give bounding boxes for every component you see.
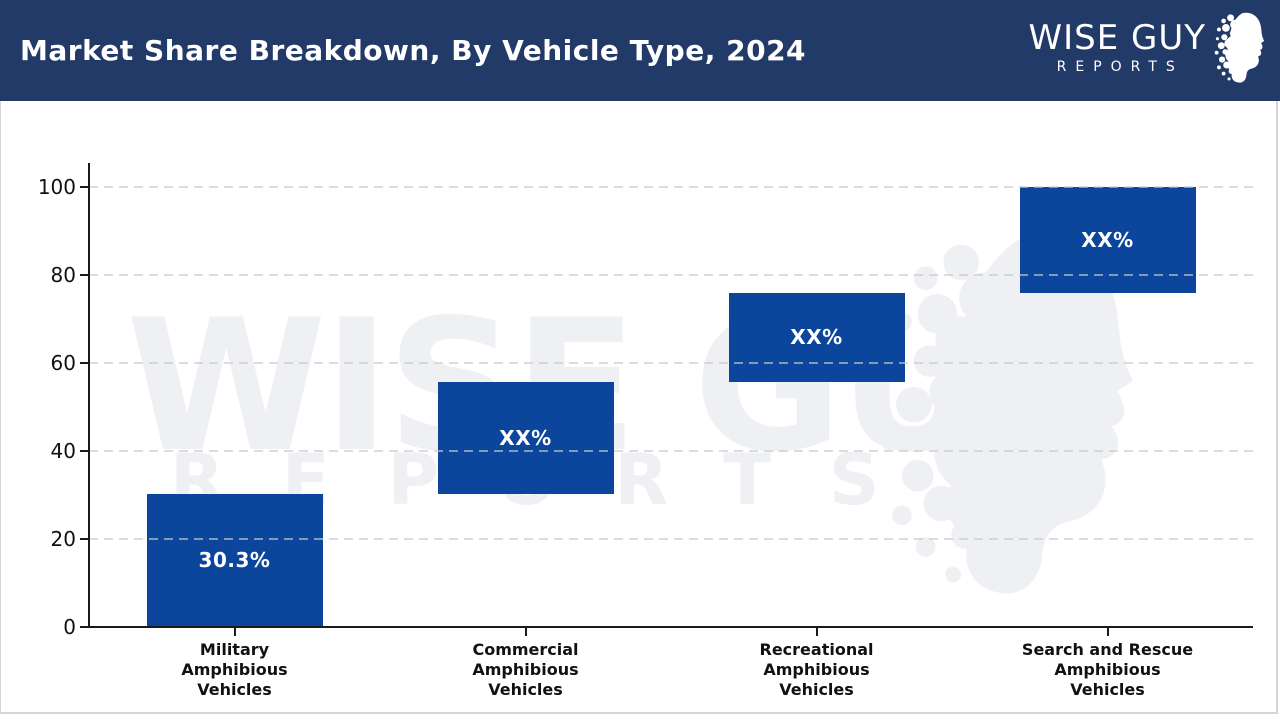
logo-subtext: REPORTS — [1056, 58, 1184, 75]
x-axis-category-line: Vehicles — [488, 680, 563, 699]
bar-value-label: XX% — [499, 425, 552, 450]
x-axis-tick — [524, 628, 527, 636]
x-axis-category-line: Search and Rescue — [1021, 640, 1194, 659]
y-axis-tick — [80, 274, 88, 276]
y-axis-tick — [80, 450, 88, 452]
x-axis-category-line: Recreational — [759, 640, 874, 659]
y-axis-tick — [80, 362, 88, 364]
bar-segment: XX% — [728, 293, 905, 382]
x-axis-category-label: Search and Rescue Amphibious Vehicles — [963, 640, 1253, 700]
y-axis-tick-label: 0 — [63, 615, 76, 639]
logo-text: WISE GUY REPORTS — [1028, 18, 1206, 75]
x-axis-tick — [1106, 628, 1109, 636]
chart-frame — [0, 101, 1278, 714]
x-axis-category-line: Amphibious — [1054, 660, 1161, 679]
x-axis-category-line: Military — [199, 640, 270, 659]
gridline — [89, 450, 1253, 452]
bar-segment: 30.3% — [146, 493, 323, 627]
bar-segment: XX% — [437, 381, 614, 494]
head-silhouette-icon — [1214, 12, 1265, 83]
x-axis-category-line: Vehicles — [1070, 680, 1145, 699]
gridline — [89, 186, 1253, 188]
x-axis-tick — [233, 628, 236, 636]
y-axis-tick-label: 40 — [50, 439, 76, 463]
x-axis-tick — [815, 628, 818, 636]
bar-value-label: XX% — [1081, 228, 1134, 253]
x-axis-category-label: Recreational Amphibious Vehicles — [672, 640, 962, 700]
y-axis-tick-label: 60 — [50, 351, 76, 375]
wiseguy-logo: WISE GUY REPORTS — [1028, 8, 1270, 88]
y-axis-tick — [80, 626, 88, 628]
y-axis-line — [88, 163, 90, 628]
gridline — [89, 538, 1253, 540]
x-axis-category-line: Commercial — [472, 640, 579, 659]
x-axis-category-line: Vehicles — [779, 680, 854, 699]
x-axis-category-line: Amphibious — [472, 660, 579, 679]
x-axis-line — [88, 626, 1253, 628]
page-title: Market Share Breakdown, By Vehicle Type,… — [20, 34, 807, 67]
x-axis-category-label: Military Amphibious Vehicles — [90, 640, 380, 700]
gridline — [89, 362, 1253, 364]
bar-segment: XX% — [1019, 187, 1196, 294]
y-axis-tick — [80, 538, 88, 540]
y-axis-tick-label: 100 — [37, 175, 76, 199]
y-axis-tick — [80, 186, 88, 188]
bar-value-label: 30.3% — [198, 548, 271, 573]
x-axis-category-label: Commercial Amphibious Vehicles — [381, 640, 671, 700]
header-banner: Market Share Breakdown, By Vehicle Type,… — [0, 0, 1280, 101]
y-axis-tick-label: 20 — [50, 527, 76, 551]
gridline — [89, 274, 1253, 276]
x-axis-category-line: Amphibious — [181, 660, 288, 679]
x-axis-category-line: Vehicles — [197, 680, 272, 699]
logo-wordmark: WISE GUY — [1028, 18, 1206, 59]
bar-value-label: XX% — [790, 325, 843, 350]
y-axis-tick-label: 80 — [50, 263, 76, 287]
x-axis-category-line: Amphibious — [763, 660, 870, 679]
